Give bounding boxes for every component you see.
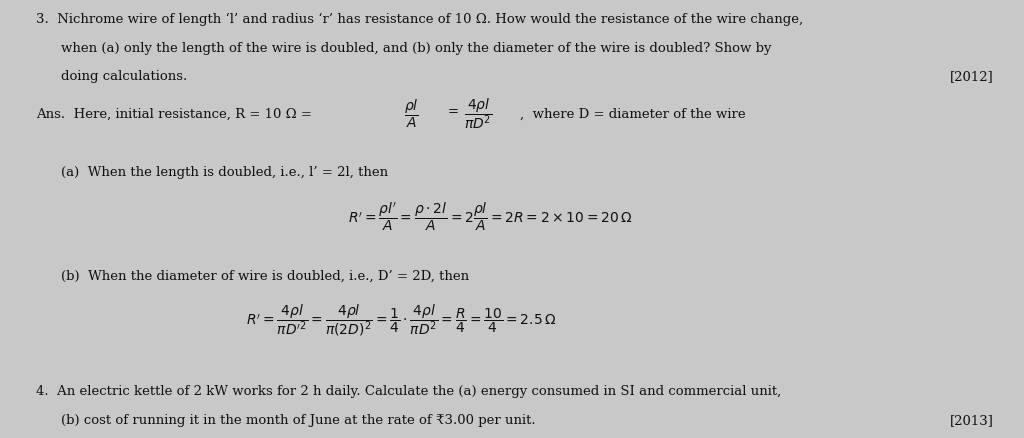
Text: [2012]: [2012] [949, 70, 993, 83]
Text: (b)  When the diameter of wire is doubled, i.e., D’ = 2D, then: (b) When the diameter of wire is doubled… [61, 269, 470, 283]
Text: Ans.  Here, initial resistance, R = 10 Ω =: Ans. Here, initial resistance, R = 10 Ω … [36, 107, 311, 120]
Text: [2013]: [2013] [949, 414, 993, 427]
Text: $R' = \dfrac{\rho l'}{A} = \dfrac{\rho \cdot 2l}{A} = 2\dfrac{\rho l}{A} = 2R = : $R' = \dfrac{\rho l'}{A} = \dfrac{\rho \… [348, 201, 633, 233]
Text: (b) cost of running it in the month of June at the rate of ₹3.00 per unit.: (b) cost of running it in the month of J… [61, 414, 537, 427]
Text: $\dfrac{\rho l}{A}$: $\dfrac{\rho l}{A}$ [404, 98, 419, 130]
Text: $R' = \dfrac{4\rho l}{\pi D'^2} = \dfrac{4\rho l}{\pi (2D)^2} = \dfrac{1}{4} \cd: $R' = \dfrac{4\rho l}{\pi D'^2} = \dfrac… [246, 302, 556, 338]
Text: doing calculations.: doing calculations. [61, 70, 187, 83]
Text: 3.  Nichrome wire of length ‘l’ and radius ‘r’ has resistance of 10 Ω. How would: 3. Nichrome wire of length ‘l’ and radiu… [36, 13, 803, 26]
Text: ,  where D = diameter of the wire: , where D = diameter of the wire [520, 107, 745, 120]
Text: (a)  When the length is doubled, i.e., l’ = 2l, then: (a) When the length is doubled, i.e., l’… [61, 166, 388, 180]
Text: when (a) only the length of the wire is doubled, and (b) only the diameter of th: when (a) only the length of the wire is … [61, 42, 772, 55]
Text: $\dfrac{4\rho l}{\pi D^2}$: $\dfrac{4\rho l}{\pi D^2}$ [464, 96, 493, 131]
Text: =: = [447, 105, 459, 118]
Text: 4.  An electric kettle of 2 kW works for 2 h daily. Calculate the (a) energy con: 4. An electric kettle of 2 kW works for … [36, 385, 781, 399]
